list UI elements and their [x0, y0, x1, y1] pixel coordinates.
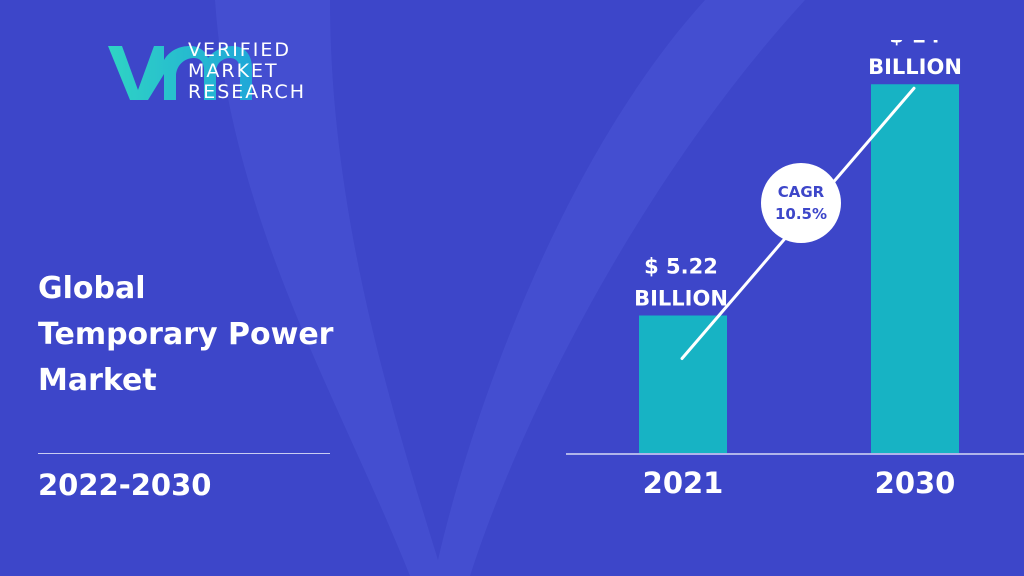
brand-line-3: RESEARCH — [188, 81, 307, 103]
value-label-2030-line-1: $ 14 — [889, 40, 940, 47]
title-line-3: Market — [38, 363, 157, 398]
brand-line-1: VERIFIED — [188, 39, 291, 61]
value-label-2021-line-1: $ 5.22 — [644, 255, 718, 279]
category-label-2021: 2021 — [643, 466, 724, 500]
cagr-label-line-2: 10.5% — [775, 205, 827, 223]
bar-2021 — [639, 315, 727, 453]
category-label-2030: 2030 — [875, 466, 956, 500]
cagr-label-line-1: CAGR — [778, 183, 825, 201]
bar-chart: 2021 $ 5.22 BILLION 2030 $ 14 BILLION CAGR 10.5… — [566, 40, 1024, 500]
vmr-logo-icon — [108, 46, 252, 100]
bar-2030 — [871, 84, 959, 454]
forecast-period: 2022-2030 — [38, 468, 212, 502]
brand-name: VERIFIED MARKET RESEARCH — [188, 40, 306, 103]
value-label-2021-line-2: BILLION — [634, 287, 728, 311]
brand-line-2: MARKET — [188, 60, 279, 82]
divider — [38, 453, 330, 454]
title-line-1: Global — [38, 271, 146, 306]
page-title: Global Temporary Power Market — [38, 266, 333, 404]
cagr-badge — [761, 163, 841, 243]
title-line-2: Temporary Power — [38, 317, 334, 352]
value-label-2030-line-2: BILLION — [868, 55, 962, 79]
